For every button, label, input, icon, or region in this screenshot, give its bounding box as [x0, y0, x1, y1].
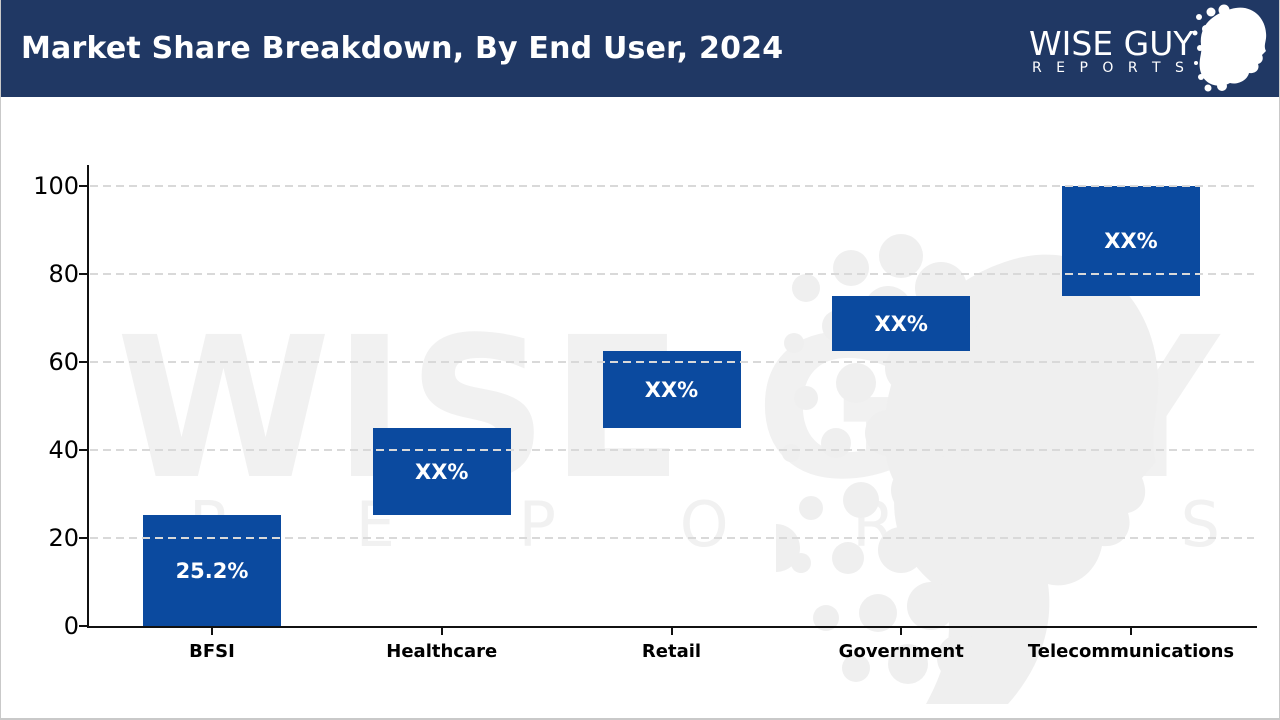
x-tick-mark — [900, 627, 903, 635]
gridline-100 — [90, 185, 1254, 187]
y-tick-mark — [79, 449, 87, 451]
bar-value-label: 25.2% — [175, 558, 249, 583]
x-tick-label: Healthcare — [386, 641, 498, 662]
y-tick-label: 20 — [48, 524, 79, 552]
bar-value-label: XX% — [644, 377, 699, 402]
x-tick-mark — [670, 627, 673, 635]
bar-Healthcare — [372, 428, 511, 516]
y-tick-label: 100 — [33, 172, 79, 200]
x-tick-label: Government — [838, 641, 964, 662]
gridline-80 — [90, 273, 1254, 275]
bar-BFSI — [143, 515, 281, 626]
bar-value-label: XX% — [874, 311, 928, 336]
bar-Telecommunications — [1062, 186, 1200, 296]
gridline-40 — [90, 449, 1254, 451]
chart-title: Market Share Breakdown, By End User, 202… — [21, 31, 784, 66]
x-tick-label: BFSI — [189, 641, 235, 662]
y-tick-mark — [79, 625, 87, 627]
bar-value-label: XX% — [1104, 229, 1158, 253]
header-bar: Market Share Breakdown, By End User, 202… — [1, 0, 1279, 97]
y-tick-label: 60 — [48, 348, 79, 376]
bar-Government — [832, 296, 971, 351]
bar-value-label: XX% — [415, 459, 469, 484]
y-tick-label: 40 — [48, 436, 79, 464]
y-axis-line — [87, 165, 89, 627]
brand-name: WISE GUY — [1029, 24, 1194, 63]
y-tick-mark — [79, 273, 87, 275]
brand-head-icon — [1192, 4, 1267, 92]
y-tick-label: 0 — [63, 612, 79, 640]
x-tick-label: Telecommunications — [1027, 641, 1235, 662]
bar-Retail — [602, 351, 741, 428]
y-tick-mark — [79, 185, 87, 187]
x-tick-mark — [211, 627, 213, 635]
x-tick-mark — [1130, 627, 1132, 635]
gridline-20 — [90, 537, 1254, 539]
y-tick-label: 80 — [48, 260, 79, 288]
y-tick-mark — [79, 361, 87, 363]
brand-subtitle: R E P O R T S — [1032, 60, 1189, 76]
x-tick-label: Retail — [641, 641, 702, 662]
watermark-head-icon — [776, 234, 1159, 704]
gridline-60 — [90, 361, 1254, 363]
y-tick-mark — [79, 537, 87, 539]
brand-logo: WISE GUY R E P O R T S — [1029, 0, 1269, 97]
x-tick-mark — [440, 627, 443, 635]
